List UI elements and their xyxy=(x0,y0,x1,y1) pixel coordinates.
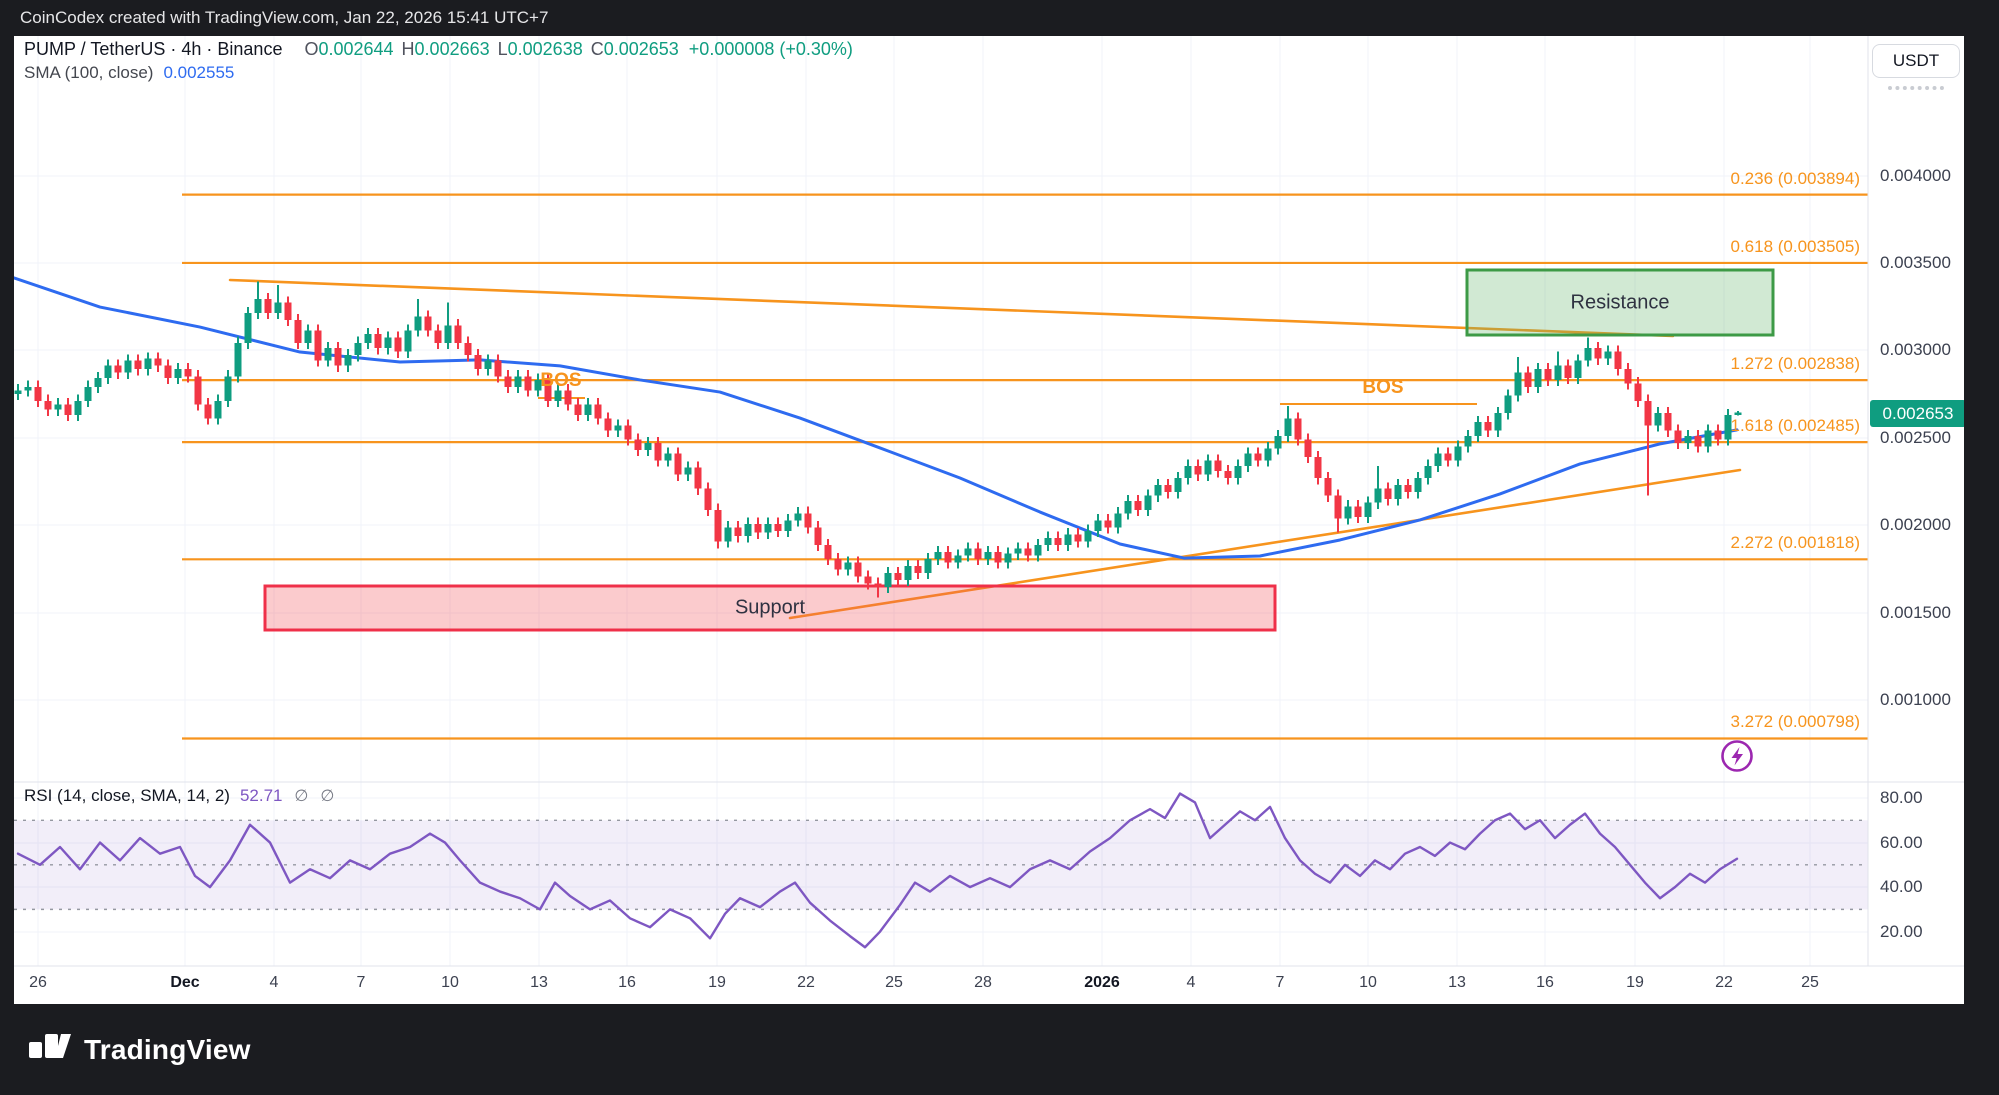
low-value: 0.002638 xyxy=(507,39,583,59)
rsi-value: 52.71 xyxy=(239,786,283,805)
price-axis-tick[interactable]: 0.004000 xyxy=(1880,166,1951,185)
change-value: +0.000008 (+0.30%) xyxy=(688,39,853,59)
time-axis-tick[interactable]: 22 xyxy=(1715,974,1733,991)
time-axis-tick[interactable]: 25 xyxy=(1801,974,1819,991)
time-axis-tick[interactable]: 19 xyxy=(1626,974,1644,991)
price-axis-tick[interactable]: 0.002500 xyxy=(1880,428,1951,447)
close-value: 0.002653 xyxy=(603,39,679,59)
open-value: 0.002644 xyxy=(318,39,394,59)
rsi-hide-icon[interactable]: ∅ xyxy=(294,788,309,805)
price-axis-tick[interactable]: 0.003500 xyxy=(1880,253,1951,272)
price-chart-canvas[interactable] xyxy=(14,36,1964,1004)
rsi-axis-tick[interactable]: 40.00 xyxy=(1880,877,1923,896)
time-axis-tick[interactable]: 4 xyxy=(1186,974,1196,991)
rsi-label[interactable]: RSI (14, close, SMA, 14, 2) xyxy=(24,786,230,805)
fib-level-label[interactable]: 0.618 (0.003505) xyxy=(1730,236,1861,256)
sma-value: 0.002555 xyxy=(163,63,235,82)
symbol-title[interactable]: PUMP / TetherUS · 4h · Binance xyxy=(24,39,283,59)
open-label: O xyxy=(304,39,319,59)
tradingview-logo-icon[interactable] xyxy=(28,1030,72,1070)
fib-level-label[interactable]: 0.236 (0.003894) xyxy=(1730,168,1861,188)
last-price-tag: 0.002653 xyxy=(1870,399,1964,427)
scale-menu-dots xyxy=(1888,86,1944,90)
rsi-axis-tick[interactable]: 80.00 xyxy=(1880,788,1923,807)
price-axis-tick[interactable]: 0.003000 xyxy=(1880,340,1951,359)
price-axis-tick[interactable]: 0.002000 xyxy=(1880,515,1951,534)
time-axis-tick[interactable]: 16 xyxy=(1536,974,1554,991)
time-axis-tick[interactable]: 25 xyxy=(885,974,903,991)
fib-level-label[interactable]: 1.272 (0.002838) xyxy=(1730,354,1861,374)
zone-box-label[interactable]: Support xyxy=(734,596,806,619)
low-label: L xyxy=(497,39,508,59)
time-axis-tick[interactable]: 16 xyxy=(618,974,636,991)
sma-label[interactable]: SMA (100, close) xyxy=(24,63,154,82)
zone-box-label[interactable]: Resistance xyxy=(1570,291,1670,313)
time-axis-tick[interactable]: 28 xyxy=(974,974,992,991)
tradingview-footer: TradingView xyxy=(0,1004,1999,1095)
fib-level-label[interactable]: 1.618 (0.002485) xyxy=(1730,416,1861,436)
time-axis-tick[interactable]: Dec xyxy=(170,974,200,991)
time-axis-tick[interactable]: 10 xyxy=(441,974,459,991)
rsi-legend-row: RSI (14, close, SMA, 14, 2) 52.71 ∅ ∅ xyxy=(24,786,334,808)
chart-card: PUMP / TetherUS · 4h · Binance O0.002644 H… xyxy=(14,36,1964,1004)
sma-legend-row: SMA (100, close) 0.002555 xyxy=(24,63,234,85)
time-axis-tick[interactable]: 13 xyxy=(530,974,548,991)
time-axis-tick[interactable]: 10 xyxy=(1359,974,1377,991)
fib-level-label[interactable]: 3.272 (0.000798) xyxy=(1730,712,1861,732)
close-label: C xyxy=(590,39,604,59)
currency-toggle-button[interactable]: USDT xyxy=(1872,44,1960,78)
time-axis-tick[interactable]: 19 xyxy=(708,974,726,991)
bos-annotation-label[interactable]: BOS xyxy=(540,370,582,391)
time-axis-tick[interactable]: 22 xyxy=(797,974,815,991)
rsi-axis-tick[interactable]: 60.00 xyxy=(1880,833,1923,852)
time-axis-tick[interactable]: 4 xyxy=(269,974,279,991)
time-axis-tick[interactable]: 26 xyxy=(29,974,47,991)
time-axis-tick[interactable]: 7 xyxy=(356,974,366,991)
fib-level-label[interactable]: 2.272 (0.001818) xyxy=(1730,533,1861,553)
symbol-legend-row: PUMP / TetherUS · 4h · Binance O0.002644 H… xyxy=(24,39,853,63)
export-caption: CoinCodex created with TradingView.com, … xyxy=(20,8,549,27)
rsi-axis-tick[interactable]: 20.00 xyxy=(1880,922,1923,941)
price-axis-tick[interactable]: 0.001000 xyxy=(1880,690,1951,709)
export-header-bar: CoinCodex created with TradingView.com, … xyxy=(0,0,1999,36)
high-label: H xyxy=(401,39,415,59)
time-axis-tick[interactable]: 2026 xyxy=(1084,974,1120,991)
high-value: 0.002663 xyxy=(414,39,490,59)
time-axis-tick[interactable]: 13 xyxy=(1448,974,1466,991)
bos-annotation-label[interactable]: BOS xyxy=(1362,377,1404,398)
price-axis-tick[interactable]: 0.001500 xyxy=(1880,603,1951,622)
rsi-hide-icon[interactable]: ∅ xyxy=(320,788,335,805)
tradingview-wordmark[interactable]: TradingView xyxy=(84,1033,251,1065)
time-axis-tick[interactable]: 7 xyxy=(1275,974,1285,991)
lightning-event-icon[interactable] xyxy=(1719,738,1755,779)
